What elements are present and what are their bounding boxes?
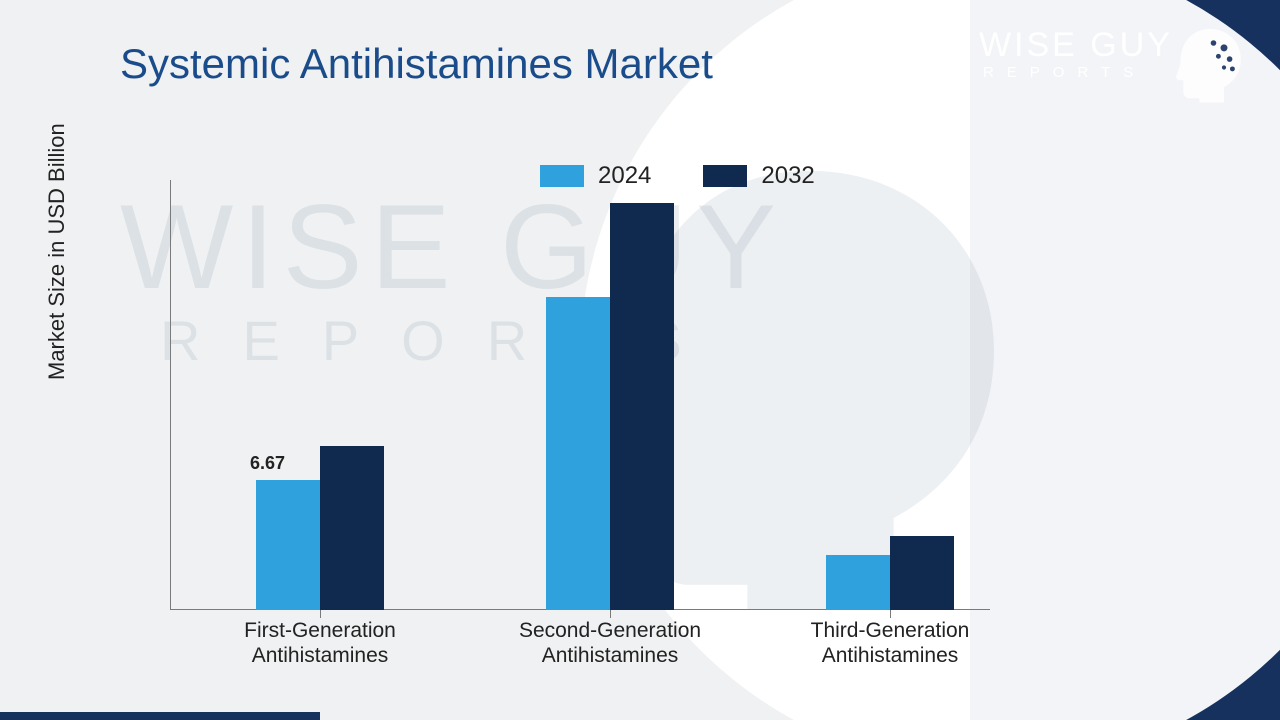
bar [546, 297, 610, 610]
chart-title: Systemic Antihistamines Market [120, 40, 713, 88]
category-label: Second-GenerationAntihistamines [490, 618, 730, 668]
x-tick [320, 610, 321, 618]
page: WISE GUY REPORTS Systemic Antihistamines… [0, 0, 1280, 720]
y-axis-label: Market Size in USD Billion [44, 123, 70, 380]
bar-group [546, 203, 674, 610]
x-tick [610, 610, 611, 618]
bar [320, 446, 384, 610]
bar [826, 555, 890, 610]
brand-logo: WISE GUY REPORTS [979, 28, 1245, 81]
bar [890, 536, 954, 610]
chart-container: Market Size in USD Billion 2024 2032 6.6… [70, 150, 1000, 660]
brand-head-icon [1175, 24, 1245, 104]
bottom-accent-bar [0, 712, 320, 720]
bar [256, 480, 320, 610]
bar-group [826, 536, 954, 610]
bar-group [256, 446, 384, 610]
category-label: First-GenerationAntihistamines [200, 618, 440, 668]
y-axis-line [170, 180, 171, 610]
chart-plot-area: 6.67First-GenerationAntihistaminesSecond… [170, 180, 990, 610]
x-tick [890, 610, 891, 618]
category-label: Third-GenerationAntihistamines [770, 618, 1010, 668]
bar [610, 203, 674, 610]
